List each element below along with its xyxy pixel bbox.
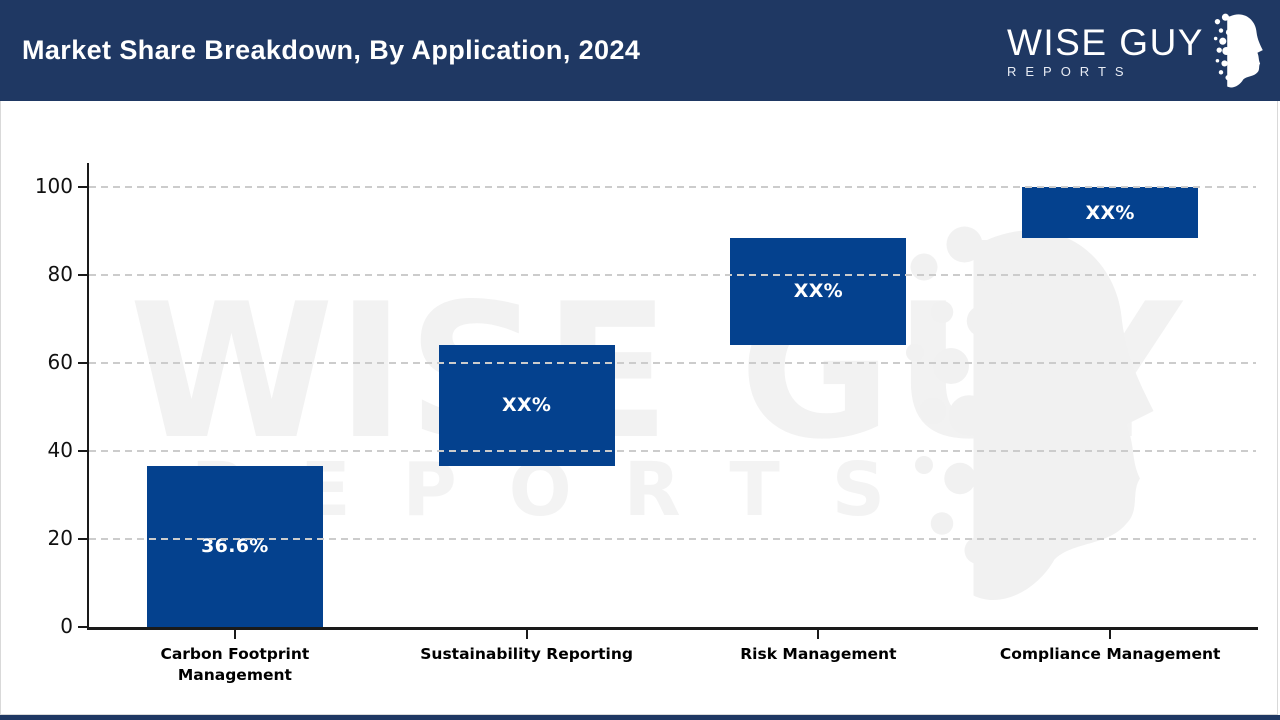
gridline-20 xyxy=(89,538,1256,540)
bar-carbon-footprint-management: 36.6% xyxy=(146,465,323,627)
y-tick-mark-20 xyxy=(78,538,87,540)
page-title: Market Share Breakdown, By Application, … xyxy=(22,35,641,65)
gridline-40 xyxy=(89,450,1256,452)
chart-area: WISE GUY REPORTS 0 20 40 60 80 100 36.6% Carbon… xyxy=(0,101,1278,715)
category-label: Risk Management xyxy=(740,645,897,663)
x-axis-line xyxy=(87,627,1258,630)
brand-subname: REPORTS xyxy=(1006,63,1133,79)
x-tick-mark xyxy=(817,630,820,639)
y-tick-label: 40 xyxy=(47,438,73,462)
y-tick-label: 0 xyxy=(60,614,73,638)
y-axis-line xyxy=(87,163,89,627)
y-tick-mark-60 xyxy=(78,362,87,364)
y-tick-mark-100 xyxy=(78,186,87,188)
y-tick-mark-80 xyxy=(78,274,87,276)
y-tick-label: 20 xyxy=(47,526,73,550)
brand-name: WISE GUY xyxy=(1006,21,1204,63)
category-label: Compliance Management xyxy=(999,645,1221,663)
x-tick-mark xyxy=(233,630,236,639)
bar-risk-management: XX% xyxy=(730,238,907,345)
bar-sustainability-reporting: XX% xyxy=(438,344,615,466)
bar-value-label: XX% xyxy=(502,394,552,417)
gridline-80 xyxy=(89,274,1256,276)
bar-value-label: 36.6% xyxy=(201,535,269,558)
bar-compliance-management: XX% xyxy=(1022,187,1199,239)
gridline-100 xyxy=(89,186,1256,188)
footer-bar xyxy=(0,715,1280,720)
gridline-60 xyxy=(89,362,1256,364)
y-tick-label: 80 xyxy=(47,262,73,286)
brand-logo: WISE GUY REPORTS xyxy=(1007,8,1266,94)
y-tick-label: 100 xyxy=(34,174,73,198)
y-tick-label: 60 xyxy=(47,350,73,374)
bar-value-label: XX% xyxy=(1085,201,1135,224)
x-tick-mark xyxy=(525,630,528,639)
category-label: Sustainability Reporting xyxy=(420,645,633,663)
x-tick-mark xyxy=(1109,630,1112,639)
header-bar: Market Share Breakdown, By Application, … xyxy=(0,0,1280,101)
y-tick-mark-40 xyxy=(78,450,87,452)
brand-head-icon xyxy=(1213,13,1263,88)
plot-area: 0 20 40 60 80 100 36.6% Carbon Footprint Manage… xyxy=(35,163,1258,684)
y-tick-mark-0 xyxy=(78,626,87,628)
bar-value-label: XX% xyxy=(793,280,843,303)
category-label: Carbon Footprint Management xyxy=(160,645,310,684)
